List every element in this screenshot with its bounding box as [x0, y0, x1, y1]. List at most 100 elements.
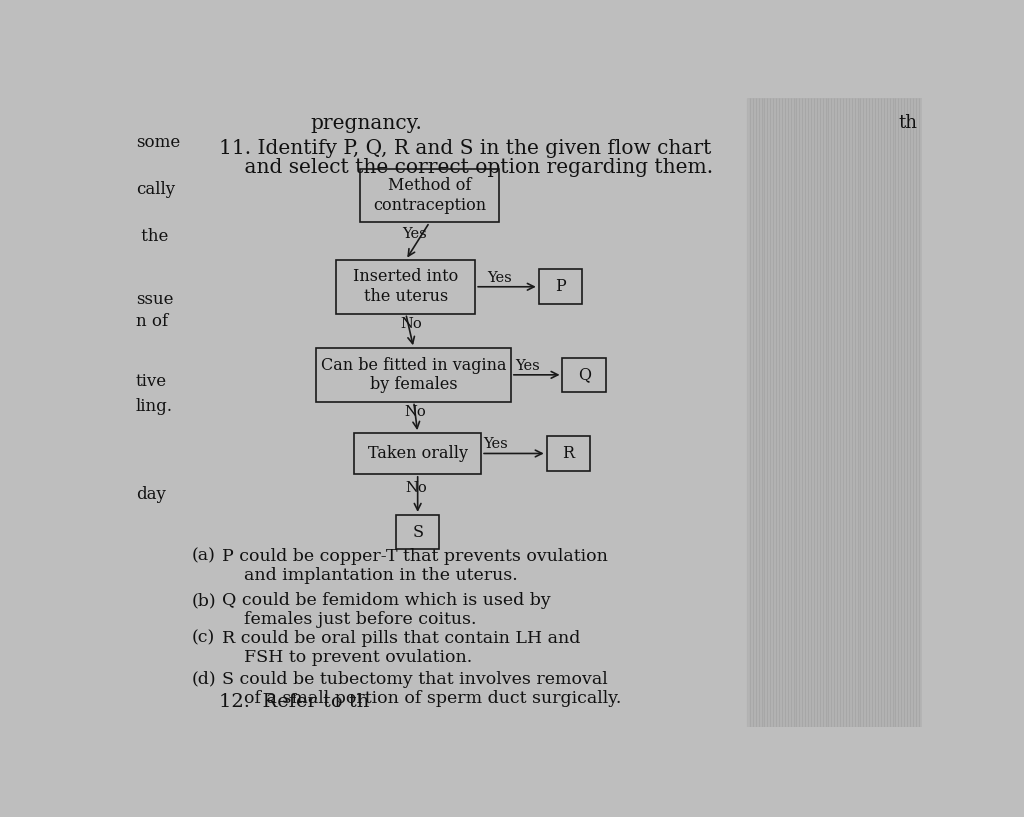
Bar	[846, 98, 849, 727]
Bar	[787, 98, 791, 727]
Bar	[866, 98, 869, 727]
Text: Method of
contraception: Method of contraception	[373, 177, 486, 214]
Bar	[805, 98, 808, 727]
Bar	[750, 98, 753, 727]
Bar	[782, 98, 784, 727]
Bar	[849, 98, 852, 727]
Text: Yes: Yes	[483, 437, 508, 452]
Bar	[773, 98, 776, 727]
Bar	[855, 98, 857, 727]
Bar	[779, 98, 782, 727]
Bar	[547, 436, 590, 471]
Bar	[835, 98, 838, 727]
Bar	[863, 98, 866, 727]
Bar	[817, 98, 820, 727]
Text: (d): (d)	[191, 671, 216, 688]
Bar	[354, 433, 481, 474]
Text: No: No	[400, 317, 422, 331]
Bar	[800, 98, 802, 727]
Bar	[869, 98, 872, 727]
Bar	[831, 98, 835, 727]
Bar	[860, 98, 863, 727]
Text: Yes: Yes	[515, 359, 540, 373]
Text: Taken orally: Taken orally	[368, 445, 468, 462]
Text: Can be fitted in vagina
by females: Can be fitted in vagina by females	[321, 356, 507, 393]
Bar	[904, 98, 907, 727]
Text: (a): (a)	[191, 548, 215, 565]
Bar	[901, 98, 904, 727]
Bar	[767, 98, 770, 727]
Bar	[872, 98, 876, 727]
Bar	[822, 98, 825, 727]
Text: Q could be femidom which is used by
    females just before coitus.: Q could be femidom which is used by fema…	[221, 592, 550, 628]
Text: Q: Q	[578, 366, 591, 383]
Bar	[797, 98, 800, 727]
Bar	[887, 98, 890, 727]
Text: n of: n of	[136, 313, 168, 330]
Bar	[884, 98, 887, 727]
Text: Yes: Yes	[486, 270, 511, 285]
Text: R could be oral pills that contain LH and
    FSH to prevent ovulation.: R could be oral pills that contain LH an…	[221, 630, 580, 666]
Bar	[814, 98, 817, 727]
Text: pregnancy.: pregnancy.	[310, 114, 423, 133]
Bar	[852, 98, 855, 727]
Bar	[753, 98, 756, 727]
Bar	[828, 98, 831, 727]
Text: No: No	[404, 405, 426, 419]
Text: P: P	[555, 279, 566, 295]
Bar	[895, 98, 898, 727]
Text: ssue: ssue	[136, 291, 173, 308]
Text: (c): (c)	[191, 630, 215, 646]
Bar	[820, 98, 822, 727]
Bar	[360, 169, 499, 222]
Bar	[843, 98, 846, 727]
Bar	[907, 98, 910, 727]
Bar	[808, 98, 811, 727]
Text: some: some	[136, 133, 180, 150]
Bar	[878, 98, 881, 727]
Text: the: the	[136, 228, 168, 245]
Text: day: day	[136, 486, 166, 503]
Text: No: No	[404, 481, 427, 495]
Bar	[794, 98, 797, 727]
Text: Inserted into
the uterus: Inserted into the uterus	[353, 269, 459, 305]
Bar	[890, 98, 893, 727]
Bar	[770, 98, 773, 727]
Bar	[825, 98, 828, 727]
Bar	[840, 98, 843, 727]
Text: ling.: ling.	[136, 398, 173, 415]
Bar	[811, 98, 814, 727]
Bar	[539, 270, 583, 304]
Text: S: S	[413, 524, 423, 541]
Text: tive: tive	[136, 373, 167, 390]
Text: 12.  Refer to th: 12. Refer to th	[219, 694, 370, 712]
Bar	[838, 98, 840, 727]
Bar	[748, 98, 750, 727]
Text: th: th	[899, 114, 918, 132]
Bar	[784, 98, 787, 727]
Bar	[893, 98, 895, 727]
Text: P could be copper-T that prevents ovulation
    and implantation in the uterus.: P could be copper-T that prevents ovulat…	[221, 548, 607, 584]
Bar	[776, 98, 779, 727]
Bar	[762, 98, 765, 727]
Bar	[562, 358, 606, 392]
Text: and select the correct option regarding them.: and select the correct option regarding …	[219, 158, 714, 176]
Bar	[396, 515, 439, 549]
Bar	[765, 98, 767, 727]
Bar	[857, 98, 860, 727]
Bar	[759, 98, 762, 727]
Bar	[881, 98, 884, 727]
Bar	[316, 348, 511, 402]
Bar	[802, 98, 805, 727]
Bar	[791, 98, 794, 727]
Bar	[912, 98, 915, 727]
Bar	[336, 260, 475, 314]
Text: R: R	[562, 445, 574, 462]
Bar	[756, 98, 759, 727]
Bar	[876, 98, 878, 727]
Bar	[910, 98, 912, 727]
Text: Yes: Yes	[401, 226, 427, 241]
Bar	[919, 98, 922, 727]
Text: (b): (b)	[191, 592, 216, 609]
Text: cally: cally	[136, 181, 175, 198]
